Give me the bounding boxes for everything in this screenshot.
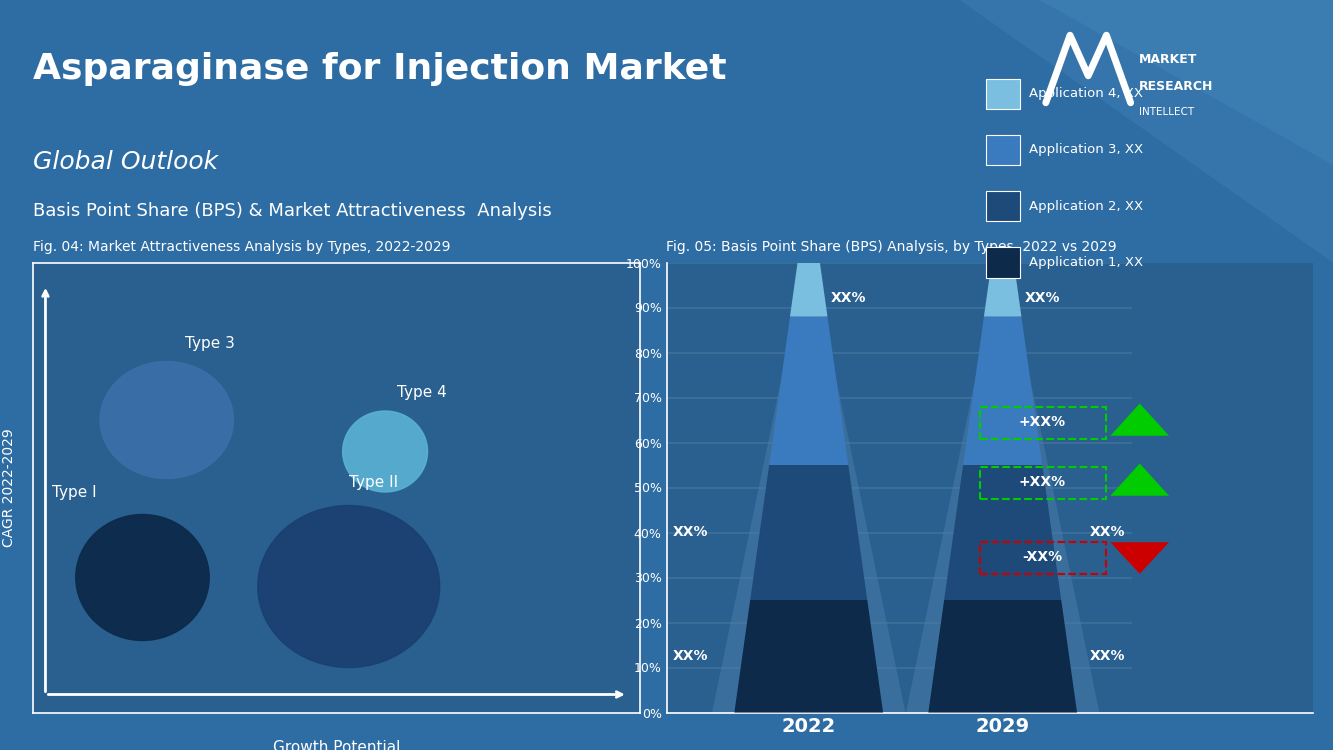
Polygon shape [790, 262, 828, 316]
Text: +XX%: +XX% [1018, 416, 1066, 429]
Text: XX%: XX% [1090, 526, 1125, 539]
Polygon shape [928, 600, 1077, 712]
Text: CAGR 2022-2029: CAGR 2022-2029 [3, 428, 16, 547]
Ellipse shape [343, 411, 428, 492]
Ellipse shape [257, 506, 440, 668]
Text: Type 4: Type 4 [397, 386, 447, 400]
Text: +XX%: +XX% [1018, 476, 1066, 489]
Text: Asparaginase for Injection Market: Asparaginase for Injection Market [33, 53, 726, 86]
Text: Application 2, XX: Application 2, XX [1029, 200, 1144, 213]
Text: XX%: XX% [1025, 292, 1061, 305]
Polygon shape [769, 316, 848, 465]
Text: Type II: Type II [349, 476, 397, 490]
Text: Growth Potential: Growth Potential [273, 740, 400, 750]
Text: Global Outlook: Global Outlook [33, 150, 219, 174]
Text: XX%: XX% [673, 526, 709, 539]
Text: -XX%: -XX% [1022, 550, 1062, 564]
Text: MARKET: MARKET [1140, 53, 1197, 66]
Text: Application 4, XX: Application 4, XX [1029, 87, 1144, 100]
Text: Application 1, XX: Application 1, XX [1029, 256, 1144, 269]
Polygon shape [750, 465, 868, 600]
Text: Fig. 04: Market Attractiveness Analysis by Types, 2022-2029: Fig. 04: Market Attractiveness Analysis … [33, 241, 451, 254]
Text: Type I: Type I [52, 484, 96, 500]
Text: Fig. 05: Basis Point Share (BPS) Analysis, by Types, 2022 vs 2029: Fig. 05: Basis Point Share (BPS) Analysi… [666, 241, 1117, 254]
Ellipse shape [76, 514, 209, 640]
Polygon shape [962, 316, 1042, 465]
Text: Application 3, XX: Application 3, XX [1029, 143, 1144, 157]
Text: Basis Point Share (BPS) & Market Attractiveness  Analysis: Basis Point Share (BPS) & Market Attract… [33, 202, 552, 220]
Text: XX%: XX% [673, 650, 709, 663]
Polygon shape [984, 262, 1021, 316]
Text: Type 3: Type 3 [185, 336, 235, 351]
Text: RESEARCH: RESEARCH [1140, 80, 1213, 93]
Polygon shape [734, 600, 882, 712]
Text: XX%: XX% [1090, 650, 1125, 663]
Text: XX%: XX% [830, 292, 866, 305]
Polygon shape [944, 465, 1061, 600]
Text: INTELLECT: INTELLECT [1140, 106, 1194, 117]
Ellipse shape [100, 362, 233, 478]
Polygon shape [906, 262, 1100, 712]
Polygon shape [712, 262, 905, 712]
